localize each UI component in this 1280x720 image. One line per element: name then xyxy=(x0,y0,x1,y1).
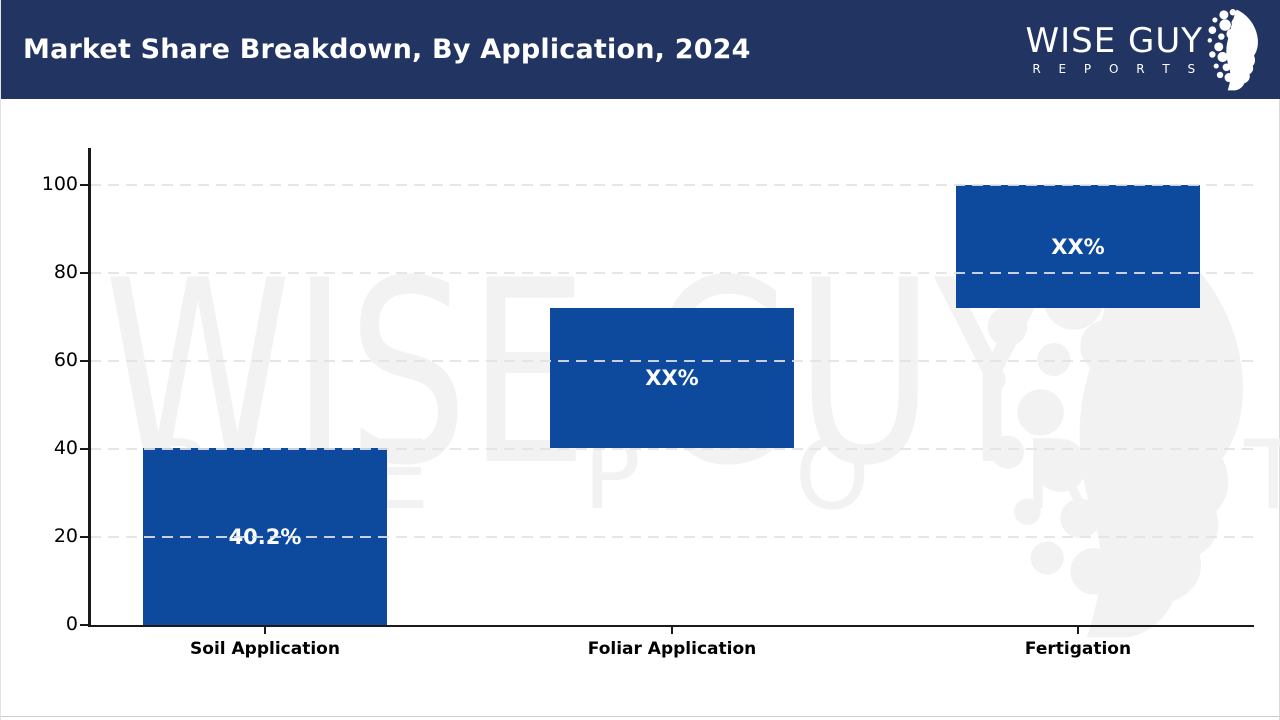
bottom-divider xyxy=(1,716,1279,717)
bar-segment: XX% xyxy=(956,185,1200,309)
gridline xyxy=(90,448,1254,450)
gridline xyxy=(90,184,1254,186)
y-tick-label: 20 xyxy=(53,525,78,547)
bar-segment: XX% xyxy=(550,308,794,449)
y-tick-mark xyxy=(80,184,88,186)
chart-area: WISE GUY R E P O R T S 40.2%XX%XX%020406… xyxy=(1,99,1280,720)
y-tick-mark xyxy=(80,536,88,538)
y-tick-label: 40 xyxy=(53,437,78,459)
plot-area: 40.2% XX% XX% 0 20 40 60 80 100 Soil Application F… xyxy=(1,99,1280,720)
y-tick-mark xyxy=(80,272,88,274)
wiseguy-logo-text: WISE GUY R E P O R T S xyxy=(1025,24,1203,75)
x-axis-line xyxy=(88,624,1254,627)
gridline xyxy=(90,536,1254,538)
category-label: Soil Application xyxy=(190,639,340,659)
y-tick-label: 80 xyxy=(53,261,78,283)
gridline xyxy=(90,272,1254,274)
bar-value-label: XX% xyxy=(1051,234,1105,259)
y-tick-mark xyxy=(80,624,88,626)
gridline xyxy=(90,360,1254,362)
x-tick-mark xyxy=(1077,626,1079,634)
x-tick-mark xyxy=(264,626,266,634)
wiseguy-head-logo-icon xyxy=(1197,8,1261,92)
x-tick-mark xyxy=(671,626,673,634)
wiseguy-logo: WISE GUY R E P O R T S xyxy=(1025,8,1261,92)
y-axis-line xyxy=(88,148,91,627)
category-label: Fertigation xyxy=(1024,639,1132,659)
category-label: Foliar Application xyxy=(587,639,757,659)
header-bar: Market Share Breakdown, By Application, … xyxy=(1,0,1280,99)
y-tick-mark xyxy=(80,448,88,450)
logo-subtitle: R E P O R T S xyxy=(1032,62,1203,76)
y-tick-mark xyxy=(80,360,88,362)
y-tick-label: 0 xyxy=(65,613,78,635)
logo-wordmark: WISE GUY xyxy=(1025,21,1203,61)
y-tick-label: 60 xyxy=(53,349,78,371)
chart-title: Market Share Breakdown, By Application, … xyxy=(23,34,751,65)
bar-value-label: XX% xyxy=(645,366,699,391)
y-tick-label: 100 xyxy=(41,173,78,195)
